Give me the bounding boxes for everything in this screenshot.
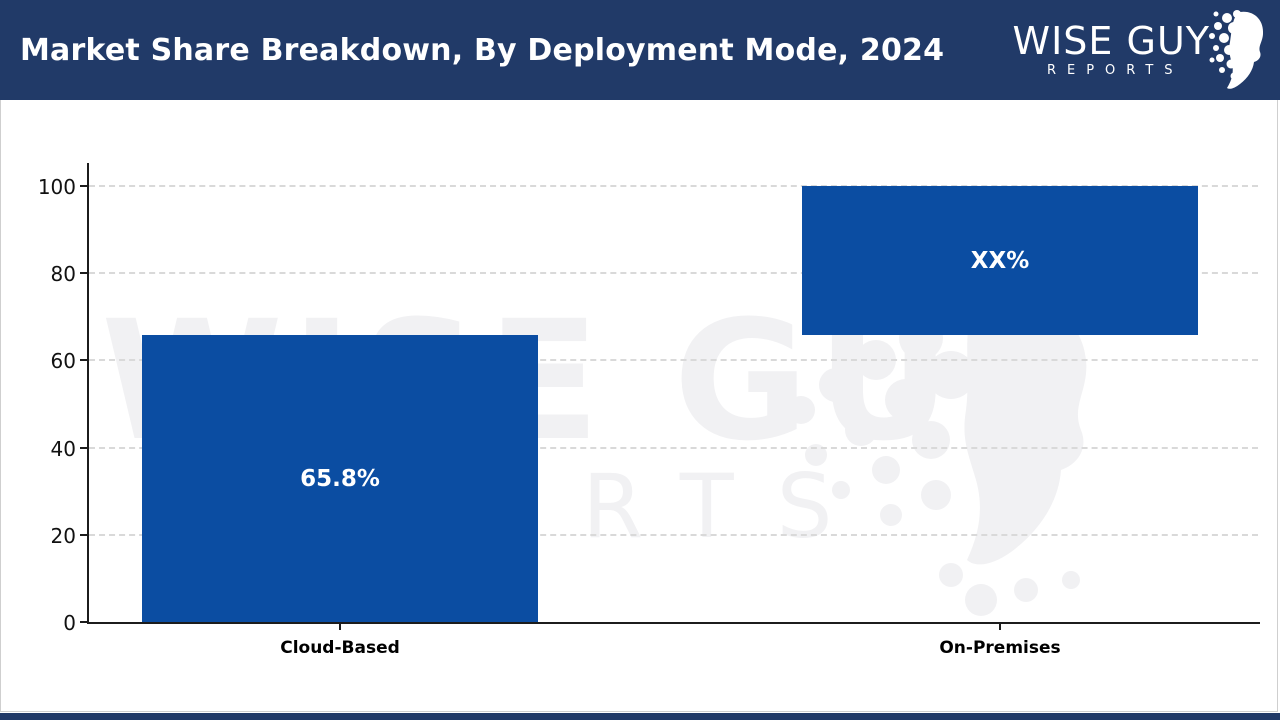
y-gridline: [89, 185, 1258, 187]
logo-face-icon: [1209, 10, 1264, 89]
logo-text: WISE GUY REPORTS: [1012, 19, 1210, 78]
x-tick-mark: [999, 624, 1001, 630]
y-tick-mark: [80, 533, 87, 536]
y-tick-label: 40: [50, 436, 76, 461]
y-tick-mark: [80, 446, 87, 449]
y-tick-mark: [80, 272, 87, 275]
y-gridline: [89, 272, 1258, 275]
y-tick-mark: [80, 621, 87, 623]
logo-subtext: REPORTS: [1046, 62, 1184, 78]
logo-wordmark: WISE GUY: [1012, 19, 1210, 64]
title-bar: Market Share Breakdown, By Deployment Mo…: [0, 0, 1280, 100]
footer-bar: [0, 713, 1280, 720]
x-category-label: Cloud-Based: [280, 638, 400, 658]
y-tick-label: 20: [50, 523, 76, 548]
y-tick-label: 0: [63, 611, 76, 635]
bar-cloud-based: [142, 335, 538, 622]
y-gridline: [89, 359, 1258, 362]
bar-value-label: XX%: [970, 247, 1030, 274]
chart-title: Market Share Breakdown, By Deployment Mo…: [20, 32, 945, 68]
brand-logo: WISE GUY REPORTS: [1013, 4, 1268, 96]
y-gridline: [89, 533, 1258, 536]
x-axis-line: [87, 622, 1260, 624]
bar-on-premises: [802, 186, 1198, 336]
y-gridline: [89, 446, 1258, 449]
y-tick-label: 80: [50, 262, 76, 287]
x-category-label: On-Premises: [939, 638, 1061, 658]
y-tick-mark: [80, 359, 87, 362]
y-axis-line: [87, 163, 89, 624]
watermark-face-icon: [787, 300, 1087, 616]
y-tick-label: 60: [50, 349, 76, 374]
bar-value-label: 65.8%: [300, 465, 380, 492]
x-tick-mark: [339, 624, 341, 630]
y-tick-label: 100: [37, 175, 76, 199]
y-tick-mark: [80, 185, 87, 187]
